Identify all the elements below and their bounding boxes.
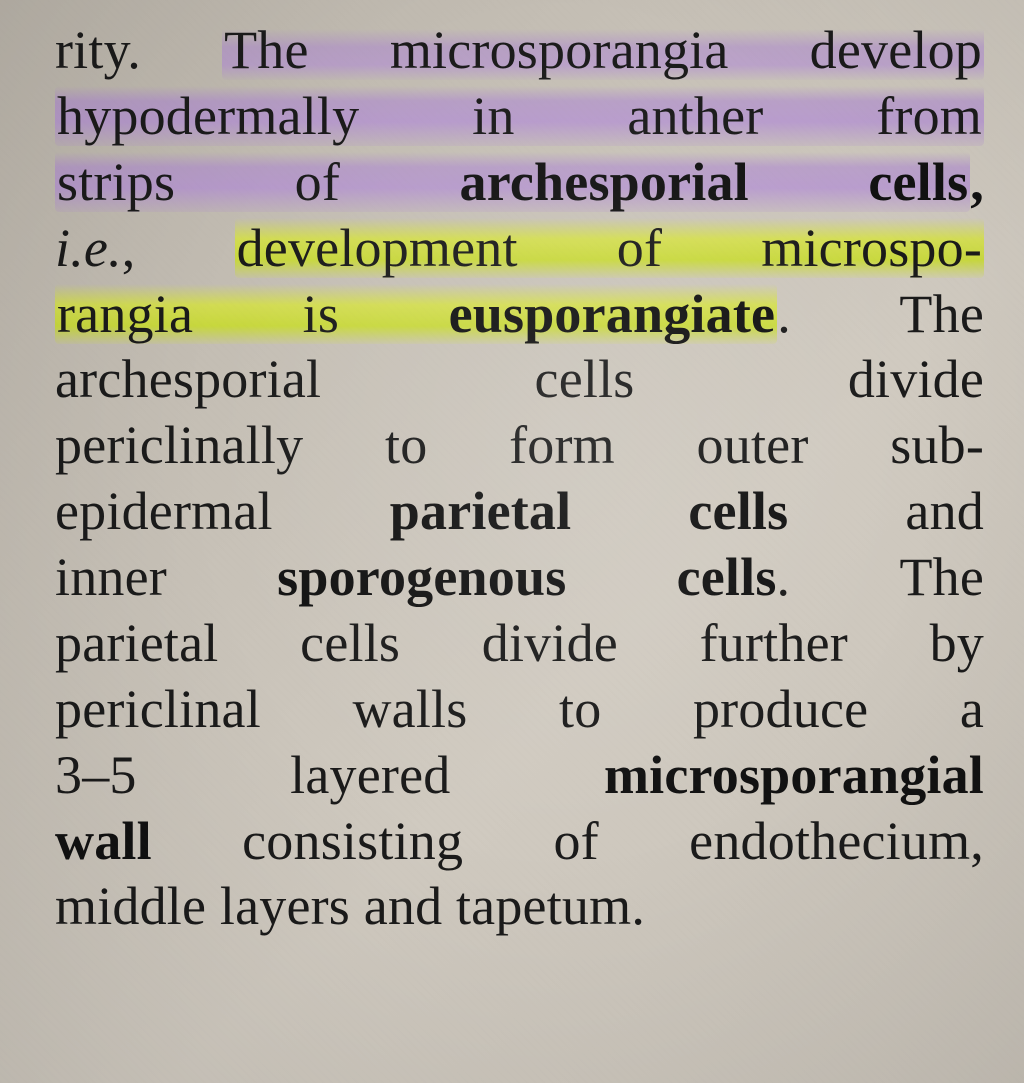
text-bold: archesporial cells	[460, 152, 969, 212]
text-plain: 3–5 layered	[55, 745, 604, 805]
highlight-yellow: development of microspo-	[235, 218, 984, 278]
text-bold: parietal cells	[390, 481, 789, 541]
text-line-11: periclinal walls to produce a	[55, 677, 984, 743]
text-line-14: middle layers and tapetum.	[55, 874, 984, 940]
text-line-7: periclinally to form outer sub-	[55, 413, 984, 479]
text-bold: wall	[55, 811, 152, 871]
highlight-purple: The microsporangia develop	[222, 20, 984, 80]
text-line-4: i.e., development of microspo-	[55, 216, 984, 282]
text-plain: . The	[777, 547, 984, 607]
text-line-3: strips of archesporial cells,	[55, 150, 984, 216]
text-plain: epidermal	[55, 481, 390, 541]
text-plain: inner	[55, 547, 277, 607]
text-plain: periclinally to form outer sub-	[55, 415, 984, 475]
text-line-10: parietal cells divide further by	[55, 611, 984, 677]
text-line-2: hypodermally in anther from	[55, 84, 984, 150]
text-line-8: epidermal parietal cells and	[55, 479, 984, 545]
text-plain: strips of	[57, 152, 460, 212]
text-plain: archesporial cells divide	[55, 349, 984, 409]
highlight-purple: hypodermally in anther from	[55, 86, 984, 146]
text-line-6: archesporial cells divide	[55, 347, 984, 413]
text-line-1: rity. The microsporangia develop	[55, 18, 984, 84]
text-bold: sporogenous cells	[277, 547, 776, 607]
text-plain: middle layers and tapetum.	[55, 876, 645, 936]
text-plain: periclinal walls to produce a	[55, 679, 984, 739]
text-line-12: 3–5 layered microsporangial	[55, 743, 984, 809]
text-block: rity. The microsporangia develop hypoder…	[0, 0, 1024, 960]
text-bold: ,	[970, 152, 984, 212]
text-italic: i.e.	[55, 218, 122, 278]
text-line-5: rangia is eusporangiate. The	[55, 282, 984, 348]
text-plain: and	[788, 481, 984, 541]
highlight-purple: strips of archesporial cells	[55, 152, 970, 212]
text-line-13: wall consisting of endothecium,	[55, 809, 984, 875]
text-bold: eusporangiate	[449, 284, 776, 344]
text-plain: parietal cells divide further by	[55, 613, 984, 673]
text-line-9: inner sporogenous cells. The	[55, 545, 984, 611]
highlight-yellow: rangia is eusporangiate	[55, 284, 777, 344]
text-plain: consisting of endothecium,	[152, 811, 984, 871]
text-plain: rangia is	[57, 284, 449, 344]
text-plain: rity.	[55, 20, 222, 80]
text-bold: microsporangial	[604, 745, 984, 805]
text-plain: ,	[122, 218, 235, 278]
text-plain: . The	[777, 284, 984, 344]
